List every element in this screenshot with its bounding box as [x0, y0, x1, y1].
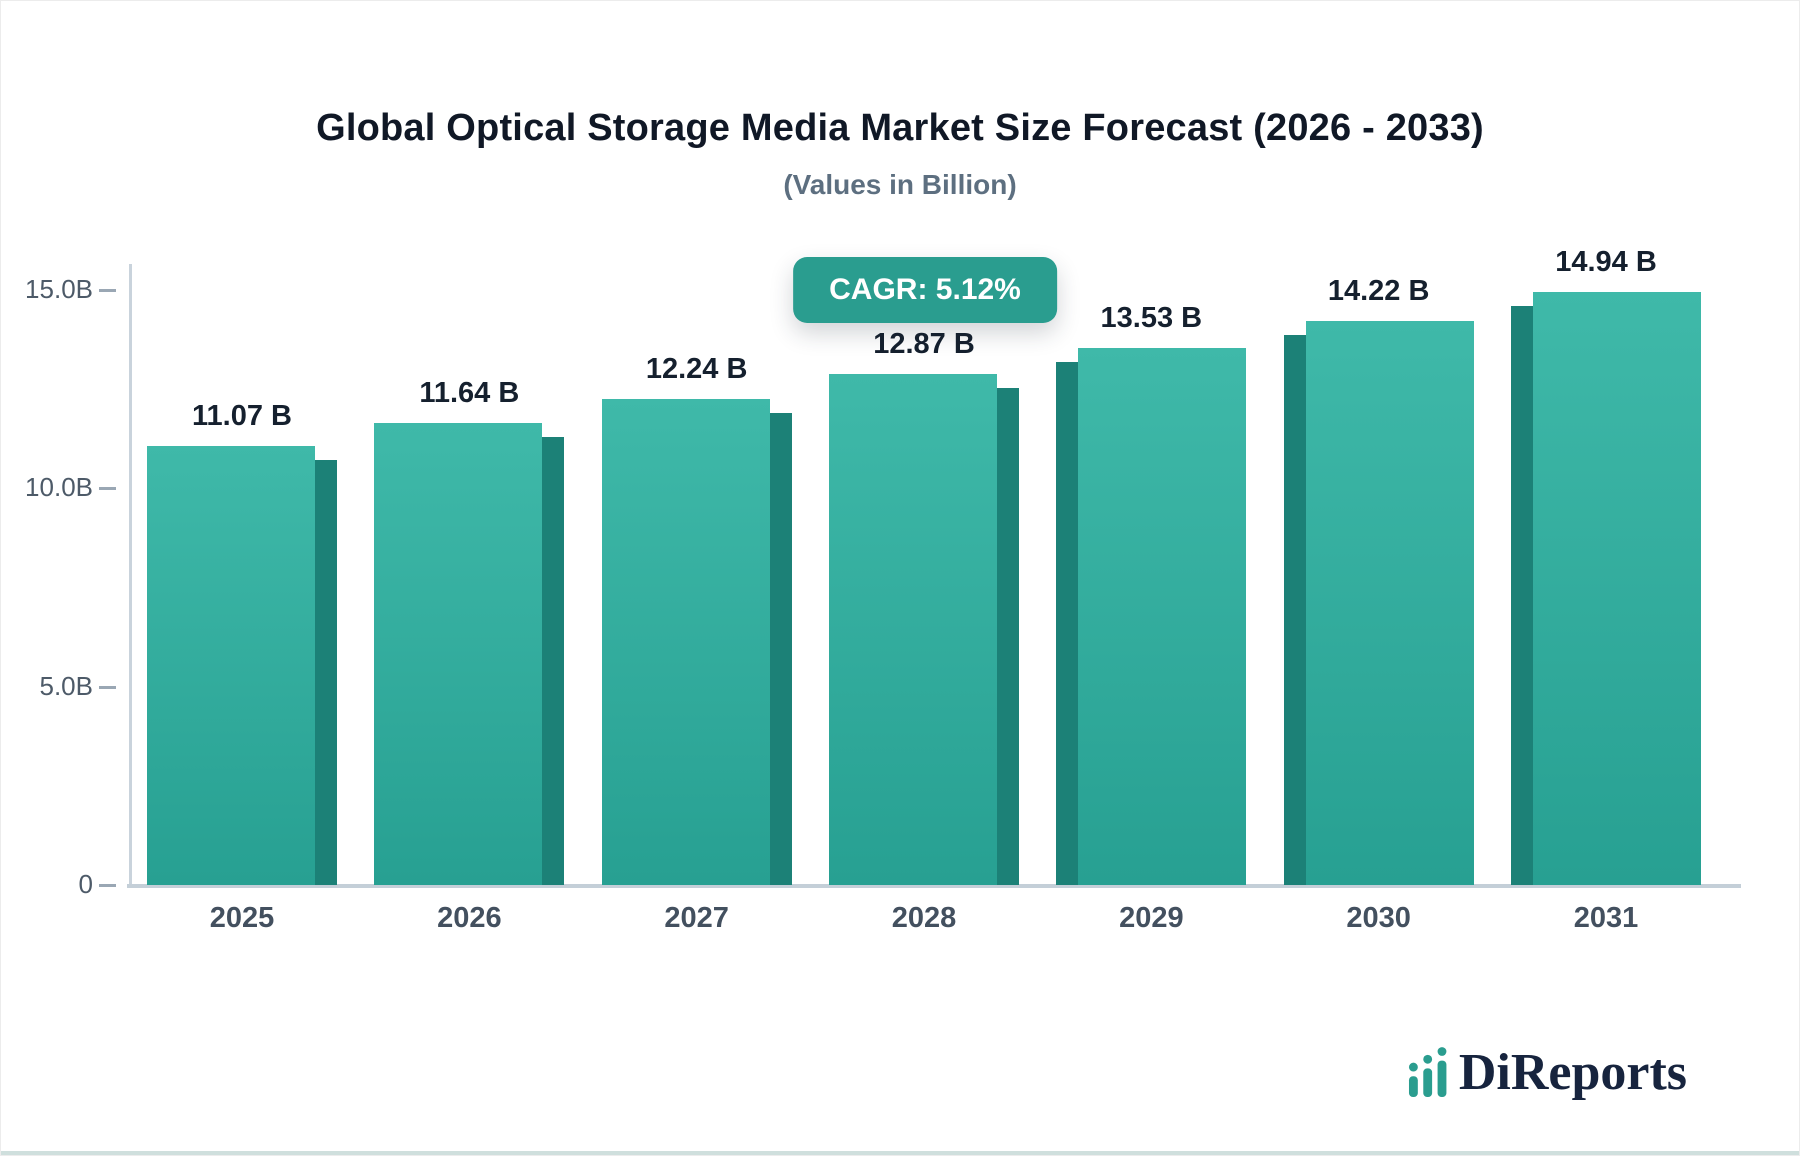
bar: [829, 374, 1019, 885]
chart-title: Global Optical Storage Media Market Size…: [316, 107, 1484, 149]
y-tick-mark: [99, 487, 116, 491]
y-axis-line: [129, 264, 132, 885]
x-axis-line: [127, 884, 1741, 888]
bar-side-shade: [997, 388, 1019, 885]
bar: [374, 423, 565, 885]
y-tick-label: 15.0B: [25, 274, 93, 304]
bar-face: [1305, 321, 1474, 885]
bar-side-shade: [542, 437, 565, 885]
bar-value-label: 13.53 B: [1100, 302, 1203, 334]
y-tick-mark: [99, 685, 116, 689]
bar: [601, 399, 792, 885]
bar-value-label: 11.64 B: [419, 377, 520, 409]
bar-face: [147, 446, 315, 885]
y-tick-mark: [99, 289, 116, 292]
y-tick-label: 5.0B: [39, 670, 94, 701]
bar-face: [1078, 348, 1247, 885]
bar-value-label: 14.94 B: [1555, 246, 1657, 278]
x-tick-label: 2029: [1119, 902, 1184, 934]
bar-face: [829, 374, 997, 885]
plot-area: 0 5.0B 10.0B 15.0B 11.07 B 2025 11.64 B 2026 12.…: [25, 246, 1741, 934]
bar-value-label: 14.22 B: [1327, 275, 1430, 307]
bar-value-label: 12.24 B: [645, 353, 748, 385]
x-tick-label: 2031: [1573, 902, 1639, 934]
logo-text: DiReports: [1458, 1044, 1687, 1102]
chart-subtitle: (Values in Billion): [783, 169, 1017, 200]
x-tick-label: 2026: [437, 902, 502, 934]
bar: [1056, 348, 1247, 885]
x-tick-label: 2028: [891, 902, 957, 934]
bar-side-shade: [1283, 335, 1306, 885]
direports-logo: DiReports: [1403, 1044, 1687, 1102]
y-tick-label: 10.0B: [25, 472, 93, 503]
x-tick-label: 2025: [209, 902, 275, 934]
bar: [1511, 292, 1701, 885]
bar: [1283, 321, 1474, 885]
x-tick-label: 2030: [1346, 902, 1411, 934]
y-tick-label: 0: [78, 869, 93, 899]
bottom-rule: [1, 1151, 1799, 1155]
bar-value-label: 12.87 B: [873, 328, 975, 360]
x-tick-label: 2027: [664, 902, 729, 934]
bar: [147, 446, 337, 885]
bar-face: [601, 399, 770, 885]
bar-chart-icon: [1403, 1045, 1455, 1097]
bar-value-label: 11.07 B: [192, 400, 292, 432]
bar-side-shade: [1056, 362, 1079, 885]
bar-side-shade: [315, 460, 337, 885]
bar-face: [1533, 292, 1701, 885]
bar-face: [374, 423, 543, 885]
bar-side-shade: [769, 413, 792, 885]
cagr-badge: CAGR: 5.12%: [793, 257, 1057, 323]
y-tick-mark: [99, 884, 116, 887]
bar-side-shade: [1511, 306, 1533, 885]
